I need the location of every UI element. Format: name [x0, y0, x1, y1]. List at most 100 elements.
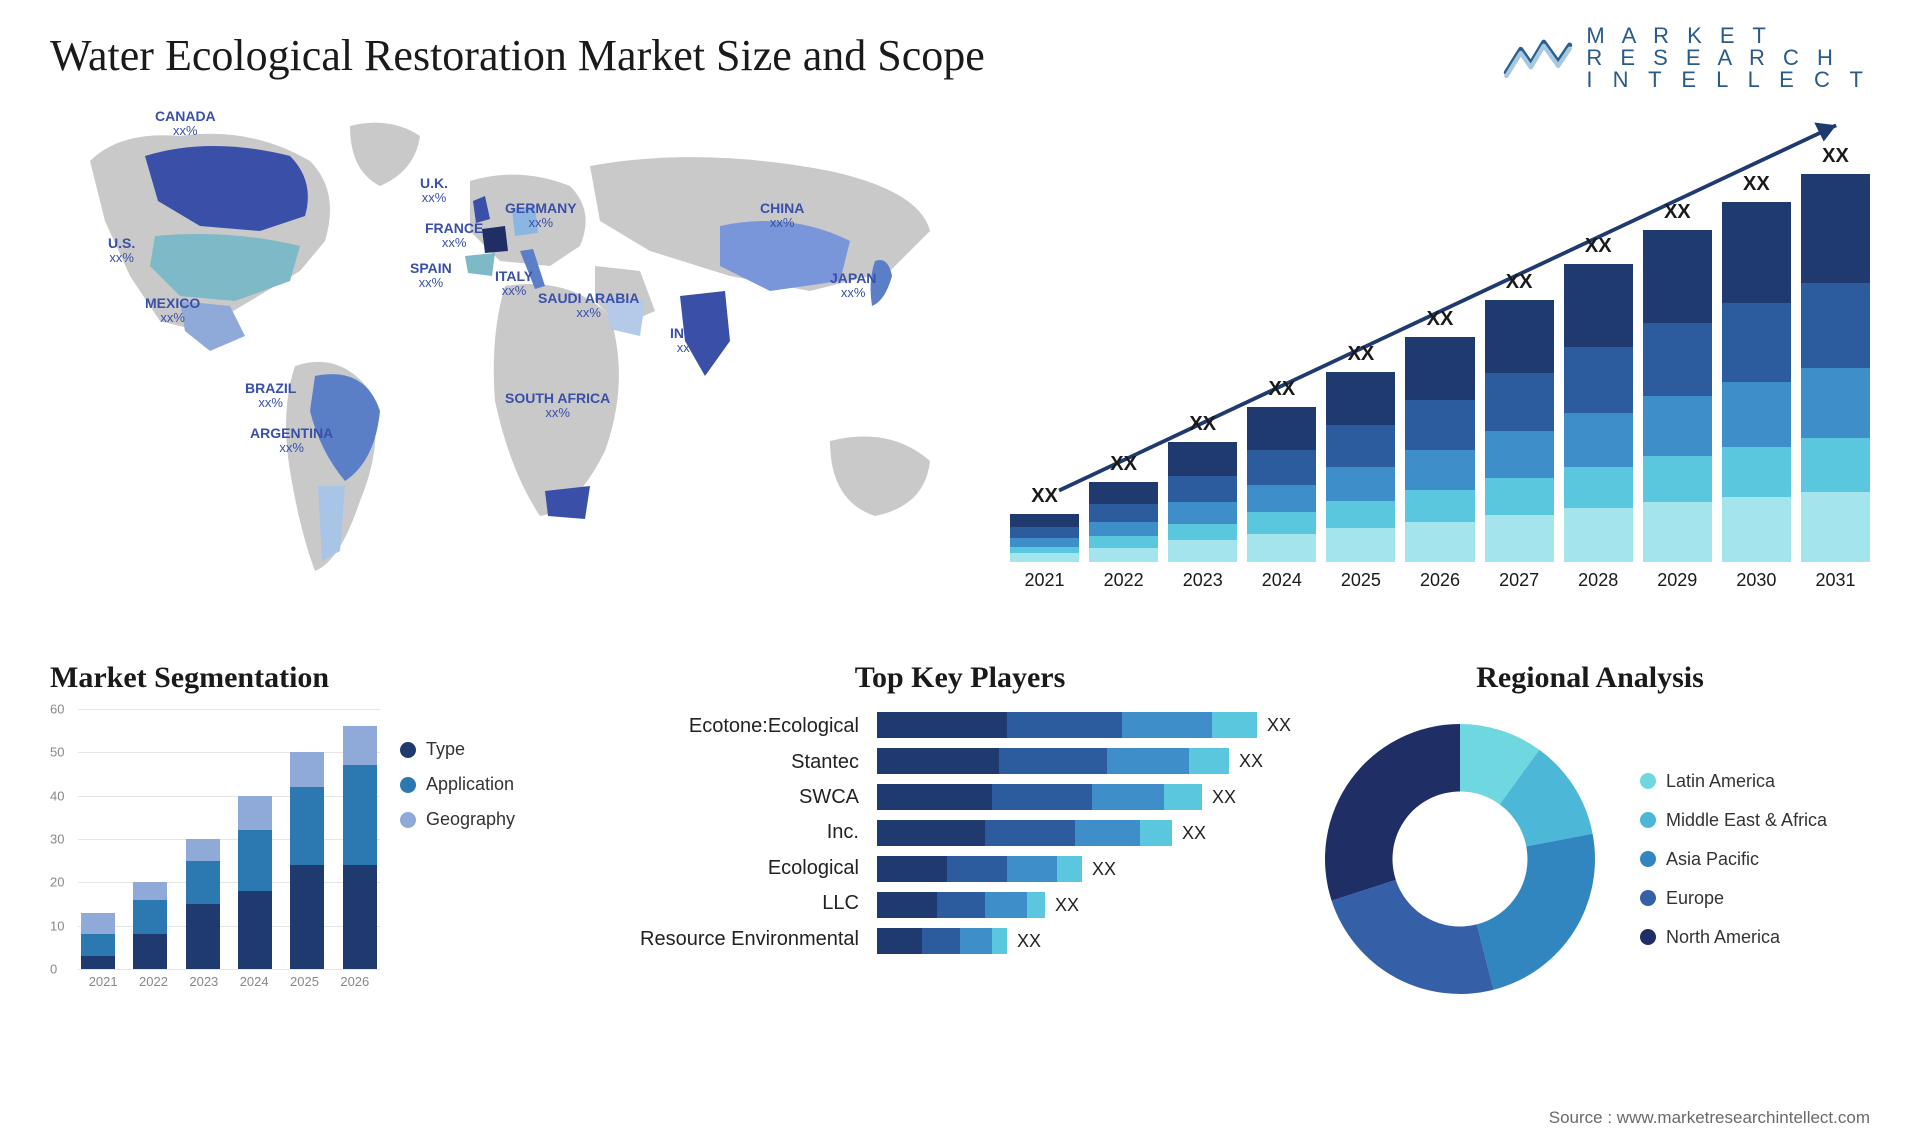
country-label: GERMANYxx% — [505, 201, 577, 231]
country-label: SOUTH AFRICAxx% — [505, 391, 610, 421]
segmentation-chart: 0102030405060 202120222023202420252026 — [50, 709, 380, 989]
seg-xlabel: 2021 — [89, 974, 118, 989]
country-label: INDIAxx% — [670, 326, 708, 356]
legend-item: Latin America — [1640, 771, 1827, 792]
country-label: SAUDI ARABIAxx% — [538, 291, 639, 321]
player-value: XX — [1239, 751, 1263, 772]
growth-bar: XX 2021 — [1010, 485, 1079, 591]
player-value: XX — [1212, 787, 1236, 808]
logo-line1: M A R K E T — [1586, 25, 1870, 47]
growth-bar-value: XX — [1743, 173, 1770, 196]
country-label: CANADAxx% — [155, 109, 216, 139]
growth-bar-year: 2024 — [1262, 570, 1302, 591]
growth-bar: XX2027 — [1485, 271, 1554, 591]
player-bar-row: XX — [877, 817, 1291, 849]
brand-logo: M A R K E T R E S E A R C H I N T E L L … — [1502, 25, 1870, 91]
growth-bar-year: 2023 — [1183, 570, 1223, 591]
player-bar-row: XX — [877, 853, 1291, 885]
growth-bar: XX2026 — [1405, 308, 1474, 591]
seg-ytick: 0 — [50, 962, 57, 977]
player-value: XX — [1267, 715, 1291, 736]
player-name: Ecological — [640, 857, 867, 880]
growth-bar-year: 2025 — [1341, 570, 1381, 591]
legend-item: Asia Pacific — [1640, 849, 1827, 870]
legend-item: Europe — [1640, 888, 1827, 909]
growth-bar-year: 2026 — [1420, 570, 1460, 591]
country-label: BRAZILxx% — [245, 381, 296, 411]
donut-slice — [1325, 724, 1460, 901]
growth-bar-value: XX — [1031, 485, 1058, 508]
growth-bar-value: XX — [1189, 413, 1216, 436]
country-label: SPAINxx% — [410, 261, 452, 291]
growth-bar: XX 2030 — [1722, 173, 1791, 591]
player-name: Inc. — [640, 821, 867, 844]
growth-bar: XX2029 — [1643, 201, 1712, 591]
country-label: ARGENTINAxx% — [250, 426, 333, 456]
legend-item: Type — [400, 739, 515, 760]
regional-panel: Regional Analysis Latin America Middle Ea… — [1310, 661, 1870, 1009]
country-label: ITALYxx% — [495, 269, 533, 299]
segmentation-title: Market Segmentation — [50, 661, 610, 695]
country-label: JAPANxx% — [830, 271, 876, 301]
growth-bar-year: 2030 — [1736, 570, 1776, 591]
seg-xlabel: 2026 — [340, 974, 369, 989]
seg-ytick: 40 — [50, 788, 64, 803]
segmentation-legend: Type Application Geography — [400, 709, 515, 989]
logo-line2: R E S E A R C H — [1586, 47, 1870, 69]
player-value: XX — [1055, 895, 1079, 916]
growth-bar: XX2025 — [1326, 343, 1395, 591]
seg-ytick: 30 — [50, 832, 64, 847]
seg-ytick: 20 — [50, 875, 64, 890]
seg-bar — [133, 882, 167, 969]
growth-bar-value: XX — [1822, 145, 1849, 168]
regional-title: Regional Analysis — [1310, 661, 1870, 695]
growth-bar-value: XX — [1585, 235, 1612, 258]
player-name: SWCA — [640, 786, 867, 809]
player-bar-row: XX — [877, 781, 1291, 813]
seg-bar — [343, 726, 377, 969]
country-label: U.S.xx% — [108, 236, 135, 266]
seg-ytick: 50 — [50, 745, 64, 760]
growth-bar-year: 2022 — [1104, 570, 1144, 591]
regional-legend: Latin America Middle East & Africa Asia Pa… — [1640, 771, 1827, 948]
source-text: Source : www.marketresearchintellect.com — [1549, 1108, 1870, 1128]
logo-icon — [1502, 34, 1574, 82]
seg-xlabel: 2022 — [139, 974, 168, 989]
growth-bar-year: 2031 — [1815, 570, 1855, 591]
growth-bar-year: 2028 — [1578, 570, 1618, 591]
segmentation-panel: Market Segmentation 0102030405060 202120… — [50, 661, 610, 1009]
country-label: U.K.xx% — [420, 176, 448, 206]
growth-bar-year: 2029 — [1657, 570, 1697, 591]
world-map-panel: CANADAxx%U.S.xx%MEXICOxx%BRAZILxx%ARGENT… — [50, 101, 970, 621]
seg-bar — [238, 796, 272, 969]
seg-bar — [186, 839, 220, 969]
legend-item: Geography — [400, 809, 515, 830]
player-bar-row: XX — [877, 925, 1291, 957]
player-name: Stantec — [640, 751, 867, 774]
donut-slice — [1332, 880, 1494, 994]
player-bar-row: XX — [877, 745, 1291, 777]
growth-bar-year: 2021 — [1025, 570, 1065, 591]
growth-bar-year: 2027 — [1499, 570, 1539, 591]
seg-ytick: 10 — [50, 918, 64, 933]
logo-line3: I N T E L L E C T — [1586, 69, 1870, 91]
player-bar-row: XX — [877, 709, 1291, 741]
logo-text: M A R K E T R E S E A R C H I N T E L L … — [1586, 25, 1870, 91]
growth-bar-value: XX — [1110, 453, 1137, 476]
legend-item: Middle East & Africa — [1640, 810, 1827, 831]
key-players-title: Top Key Players — [640, 661, 1280, 695]
legend-item: Application — [400, 774, 515, 795]
country-label: CHINAxx% — [760, 201, 804, 231]
seg-xlabel: 2024 — [240, 974, 269, 989]
growth-bar: XX 2031 — [1801, 145, 1870, 591]
growth-bar: XX 2023 — [1168, 413, 1237, 591]
player-name: Ecotone:Ecological — [640, 715, 867, 738]
growth-bar: XX 2024 — [1247, 378, 1316, 591]
growth-bar-value: XX — [1268, 378, 1295, 401]
player-value: XX — [1017, 931, 1041, 952]
growth-chart-panel: XX2021XX2022XX2023XX2024XX2025XX2026XX20… — [1010, 101, 1870, 621]
player-name: LLC — [640, 892, 867, 915]
seg-xlabel: 2023 — [189, 974, 218, 989]
seg-xlabel: 2025 — [290, 974, 319, 989]
growth-bar: XX 2022 — [1089, 453, 1158, 591]
